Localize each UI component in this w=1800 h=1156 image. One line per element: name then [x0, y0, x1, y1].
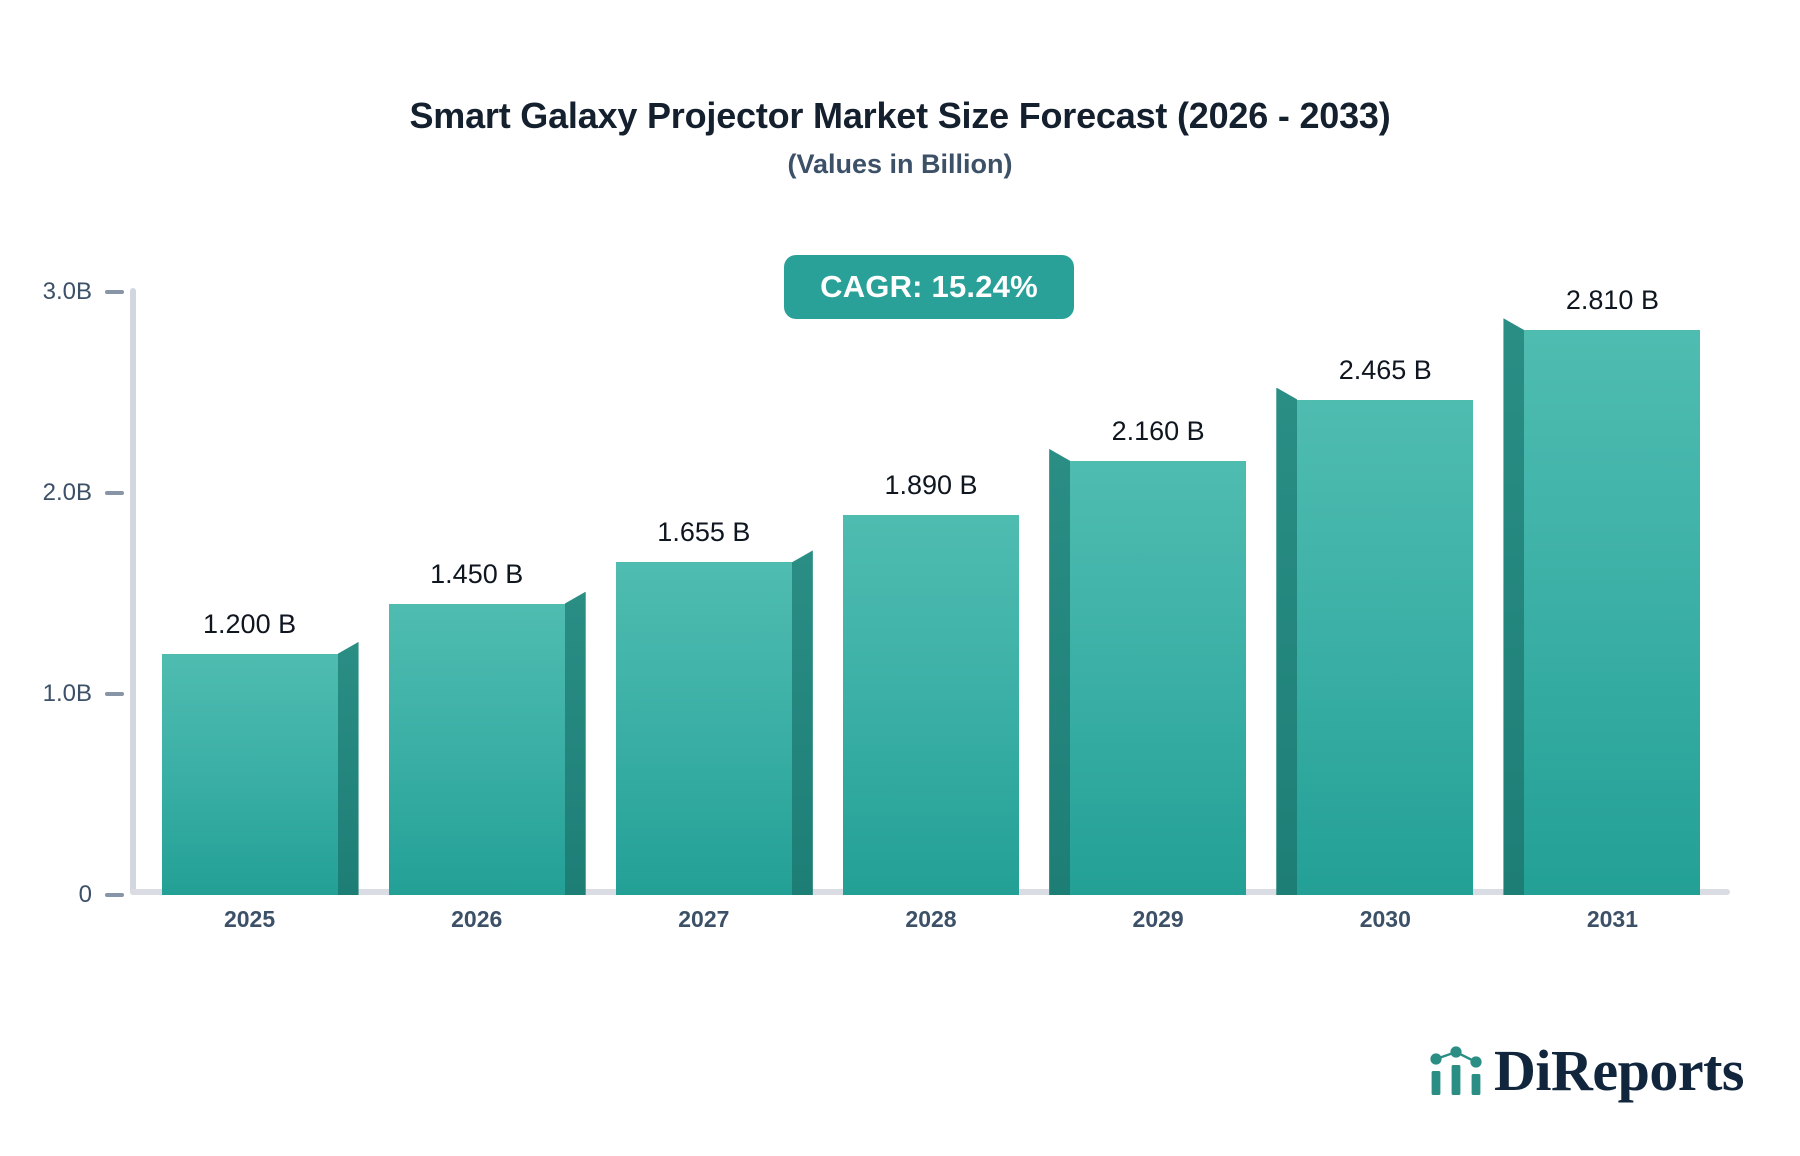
- x-axis-label: 2029: [1132, 906, 1184, 932]
- bar-value-label: 1.450 B: [430, 558, 524, 589]
- bar-column[interactable]: 2.810 B: [1503, 285, 1701, 895]
- bar-column[interactable]: 1.655 B: [615, 517, 813, 895]
- x-axis-label: 2025: [223, 906, 276, 932]
- y-axis-tick-mark: [105, 893, 124, 897]
- cagr-badge: CAGR: 15.24%: [784, 255, 1074, 319]
- y-axis-tick-label: 0: [78, 881, 92, 908]
- y-axis-tick-mark: [105, 692, 124, 696]
- bar-side-face: [1503, 318, 1525, 895]
- bar-column[interactable]: 1.450 B: [388, 559, 586, 895]
- y-axis-tick: 1.0B: [0, 680, 124, 707]
- bar-value-label: 2.465 B: [1338, 354, 1432, 385]
- y-axis-tick-label: 1.0B: [42, 680, 92, 707]
- y-axis-tick: 3.0B: [0, 278, 124, 305]
- y-axis-tick-label: 2.0B: [42, 479, 92, 506]
- x-axis-label: 2030: [1359, 906, 1411, 932]
- x-axis-label: 2027: [678, 906, 730, 932]
- direports-logo: DiReports: [1429, 1038, 1745, 1103]
- logo-wordmark: DiReports: [1493, 1038, 1745, 1103]
- chart-header: Smart Galaxy Projector Market Size Forec…: [0, 95, 1800, 180]
- bar-front-face: [843, 515, 1019, 895]
- chart-subtitle: (Values in Billion): [787, 149, 1013, 180]
- y-axis-tick-label: 3.0B: [42, 278, 92, 305]
- bar-side-face: [564, 591, 586, 895]
- bar-value-label: 1.890 B: [884, 470, 978, 501]
- bar-side-face: [791, 550, 813, 895]
- bar-front-face: [615, 562, 792, 895]
- y-axis-tick: 0: [0, 881, 124, 908]
- bar-front-face: [1524, 330, 1701, 895]
- bar-value-label: 2.810 B: [1565, 285, 1659, 316]
- x-axis-label: 2031: [1586, 906, 1639, 932]
- bar-side-face: [1049, 448, 1071, 895]
- bar-front-face: [161, 653, 338, 895]
- y-axis-tick-mark: [105, 290, 124, 294]
- bar-front-face: [1297, 399, 1474, 895]
- bar-column[interactable]: 1.200 B: [161, 609, 359, 895]
- bar-front-face: [1070, 460, 1247, 895]
- bar-side-face: [1276, 387, 1298, 895]
- bar-value-label: 2.160 B: [1111, 415, 1205, 446]
- bar-column[interactable]: 2.465 B: [1276, 355, 1474, 895]
- bar-front-face: [388, 603, 565, 895]
- y-axis-tick: 2.0B: [0, 479, 124, 506]
- x-axis-label: 2028: [905, 906, 957, 932]
- bar-chart-logo-icon: [1430, 1046, 1482, 1095]
- bar-column[interactable]: 2.160 B: [1049, 416, 1247, 895]
- bar-value-label: 1.200 B: [203, 608, 297, 639]
- y-axis-tick-mark: [105, 491, 124, 495]
- x-axis-label: 2026: [451, 906, 503, 932]
- bar-column[interactable]: 1.890 B: [843, 470, 1019, 895]
- bar-side-face: [337, 641, 359, 895]
- y-axis-line: [130, 288, 136, 895]
- bar-value-label: 1.655 B: [657, 517, 751, 548]
- chart-title: Smart Galaxy Projector Market Size Forec…: [409, 95, 1391, 136]
